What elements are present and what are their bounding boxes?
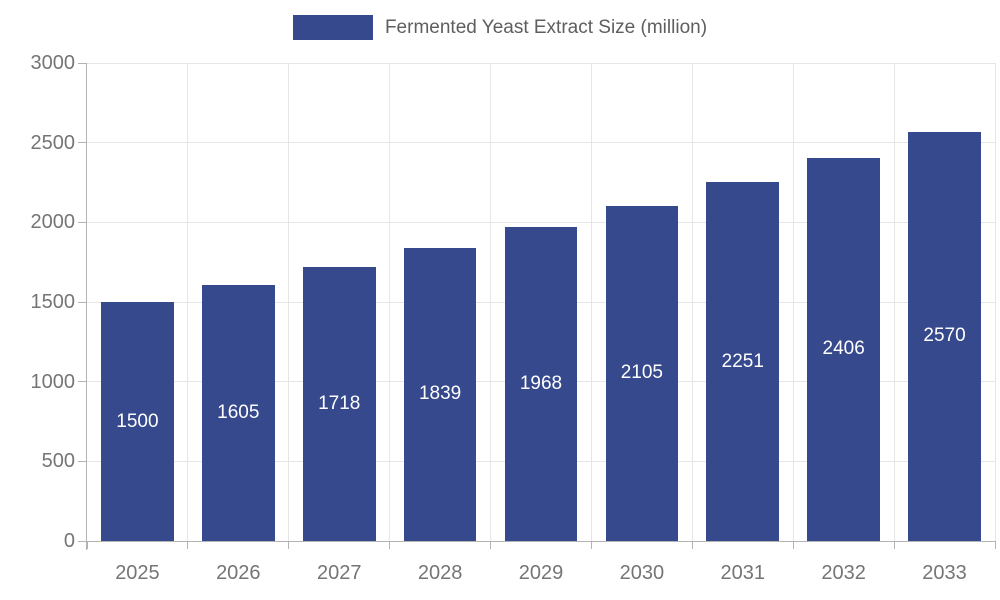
y-axis-tick	[78, 142, 86, 144]
bar-2029[interactable]	[504, 227, 578, 541]
bar-2028[interactable]	[403, 248, 477, 541]
y-tick-label: 3000	[30, 52, 76, 74]
gridline-h	[87, 221, 995, 223]
bar-2026[interactable]	[202, 285, 275, 541]
x-axis-tick	[893, 541, 895, 549]
gridline-v	[389, 63, 391, 541]
x-tick-label: 2031	[720, 562, 766, 584]
x-tick-label: 2027	[316, 562, 362, 584]
gridline-v	[691, 63, 693, 541]
gridline-h	[87, 142, 995, 144]
x-tick-label: 2029	[518, 562, 564, 584]
x-axis-line	[87, 541, 995, 542]
x-axis-tick	[187, 541, 189, 549]
x-tick-label: 2028	[417, 562, 463, 584]
x-axis-tick	[389, 541, 391, 549]
y-axis-tick	[78, 540, 86, 542]
y-tick-label: 1000	[30, 370, 76, 393]
y-axis-line	[86, 63, 87, 550]
x-axis-tick	[86, 541, 88, 549]
x-axis-tick	[288, 541, 290, 549]
x-tick-label: 2030	[619, 562, 665, 584]
y-axis-tick	[78, 460, 86, 462]
bar-2027[interactable]	[302, 267, 376, 541]
gridline-v	[288, 63, 290, 541]
x-axis-tick	[994, 541, 996, 549]
y-axis-tick	[78, 62, 86, 64]
y-tick-label: 500	[41, 450, 75, 473]
x-axis-tick	[490, 541, 492, 549]
gridline-v	[994, 63, 996, 541]
gridline-v	[590, 63, 592, 541]
y-axis-tick	[78, 221, 86, 223]
bar-2025[interactable]	[101, 302, 174, 541]
gridline-v	[490, 63, 492, 541]
gridline-v	[187, 63, 189, 541]
bar-2031[interactable]	[706, 182, 780, 541]
gridline-v	[893, 63, 895, 541]
gridline-v	[792, 63, 794, 541]
x-tick-label: 2025	[115, 562, 160, 584]
gridline-h	[87, 62, 995, 64]
x-axis-tick	[691, 541, 693, 549]
x-tick-label: 2033	[922, 562, 967, 584]
plot-area: 0 500 1000 1500 2000 2500 3000 1500 2025 1605 2026…	[31, 53, 996, 584]
legend[interactable]: Fermented Yeast Extract Size (million)	[0, 15, 1000, 40]
y-axis-tick	[78, 301, 86, 303]
y-tick-label: 2000	[30, 211, 76, 234]
y-tick-label: 0	[63, 530, 75, 552]
y-tick-label: 2500	[30, 131, 76, 154]
y-tick-label: 1500	[30, 291, 76, 313]
bar-2033[interactable]	[908, 131, 981, 541]
x-tick-label: 2026	[216, 562, 261, 584]
bar-2030[interactable]	[605, 205, 679, 541]
x-tick-label: 2032	[821, 562, 866, 584]
x-axis-tick	[590, 541, 592, 549]
bar-2032[interactable]	[807, 157, 880, 541]
x-axis-tick	[792, 541, 794, 549]
legend-label: Fermented Yeast Extract Size (million)	[384, 16, 708, 38]
legend-swatch[interactable]	[292, 15, 373, 40]
y-axis-tick	[78, 381, 86, 383]
